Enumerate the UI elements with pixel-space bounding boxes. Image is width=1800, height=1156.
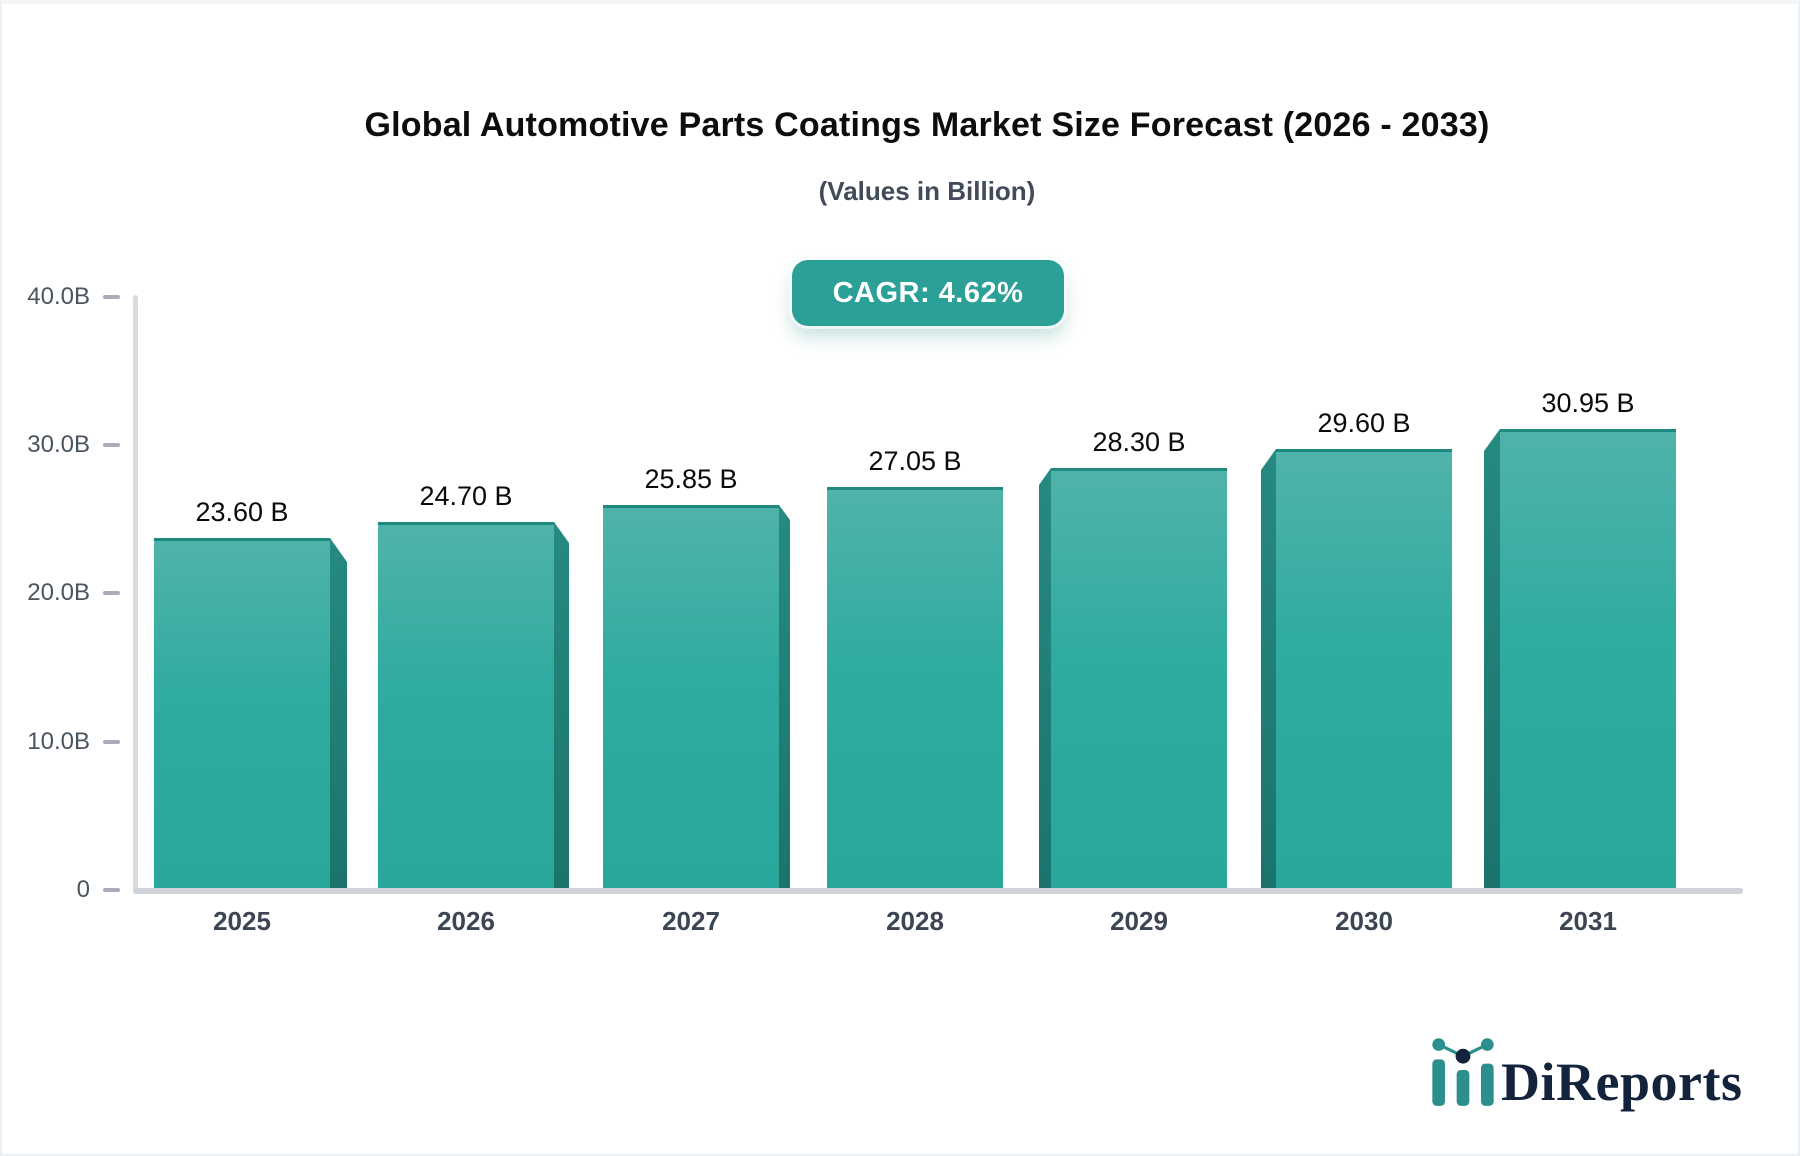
bar-2031[interactable] [1500, 429, 1676, 888]
bar-2025[interactable] [154, 538, 330, 888]
bar-2028[interactable] [827, 487, 1003, 888]
y-axis-tick-label: 0 [76, 876, 90, 903]
cagr-badge-label: CAGR: 4.62% [832, 276, 1024, 309]
y-axis-tick-mark [103, 443, 120, 448]
bar-value-label-2026: 24.70 B [419, 481, 513, 511]
bar-2030[interactable] [1276, 449, 1452, 888]
chart-title: Global Automotive Parts Coatings Market … [364, 106, 1490, 144]
bar-2026[interactable] [378, 522, 554, 888]
x-axis-label-2026: 2026 [437, 906, 495, 936]
bar-3d-side-2025 [330, 538, 347, 888]
bar-chart-trend-icon [1430, 1034, 1496, 1113]
x-axis-label-2028: 2028 [886, 906, 944, 936]
brand-logo: DiReports [1430, 1034, 1742, 1113]
x-axis-label-2027: 2027 [662, 906, 720, 936]
chart-subtitle: (Values in Billion) [818, 176, 1036, 206]
bar-3d-side-2027 [779, 505, 790, 888]
bar-3d-side-2029 [1039, 468, 1051, 888]
brand-logo-text: DiReports [1501, 1052, 1743, 1112]
y-axis-tick-label: 20.0B [27, 579, 90, 607]
bar-value-label-2028: 27.05 B [868, 446, 962, 476]
y-axis-tick-label: 40.0B [27, 282, 90, 310]
y-axis-tick-mark [103, 739, 120, 744]
y-axis-tick-mark [103, 294, 120, 299]
y-axis-tick-label: 30.0B [27, 431, 90, 459]
x-axis-label-2031: 2031 [1559, 906, 1617, 936]
bar-value-label-2029: 28.30 B [1092, 427, 1186, 457]
y-axis-tick-label: 10.0B [27, 727, 90, 755]
bar-3d-side-2026 [554, 522, 569, 888]
bar-value-label-2030: 29.60 B [1317, 408, 1411, 438]
bar-3d-side-2031 [1484, 429, 1500, 888]
y-axis-line [133, 295, 138, 891]
cagr-badge: CAGR: 4.62% [792, 260, 1064, 326]
x-axis-label-2025: 2025 [213, 906, 271, 936]
x-axis-label-2029: 2029 [1110, 906, 1168, 936]
bar-2027[interactable] [603, 505, 779, 888]
bar-2029[interactable] [1051, 468, 1227, 888]
bar-value-label-2025: 23.60 B [195, 497, 289, 527]
y-axis-tick-mark [103, 591, 120, 596]
bar-value-label-2027: 25.85 B [644, 464, 738, 494]
bar-value-label-2031: 30.95 B [1541, 388, 1635, 418]
y-axis-tick-mark [103, 888, 120, 892]
x-axis-baseline [133, 888, 1743, 894]
x-axis-label-2030: 2030 [1335, 906, 1393, 936]
bar-3d-side-2030 [1261, 449, 1276, 888]
